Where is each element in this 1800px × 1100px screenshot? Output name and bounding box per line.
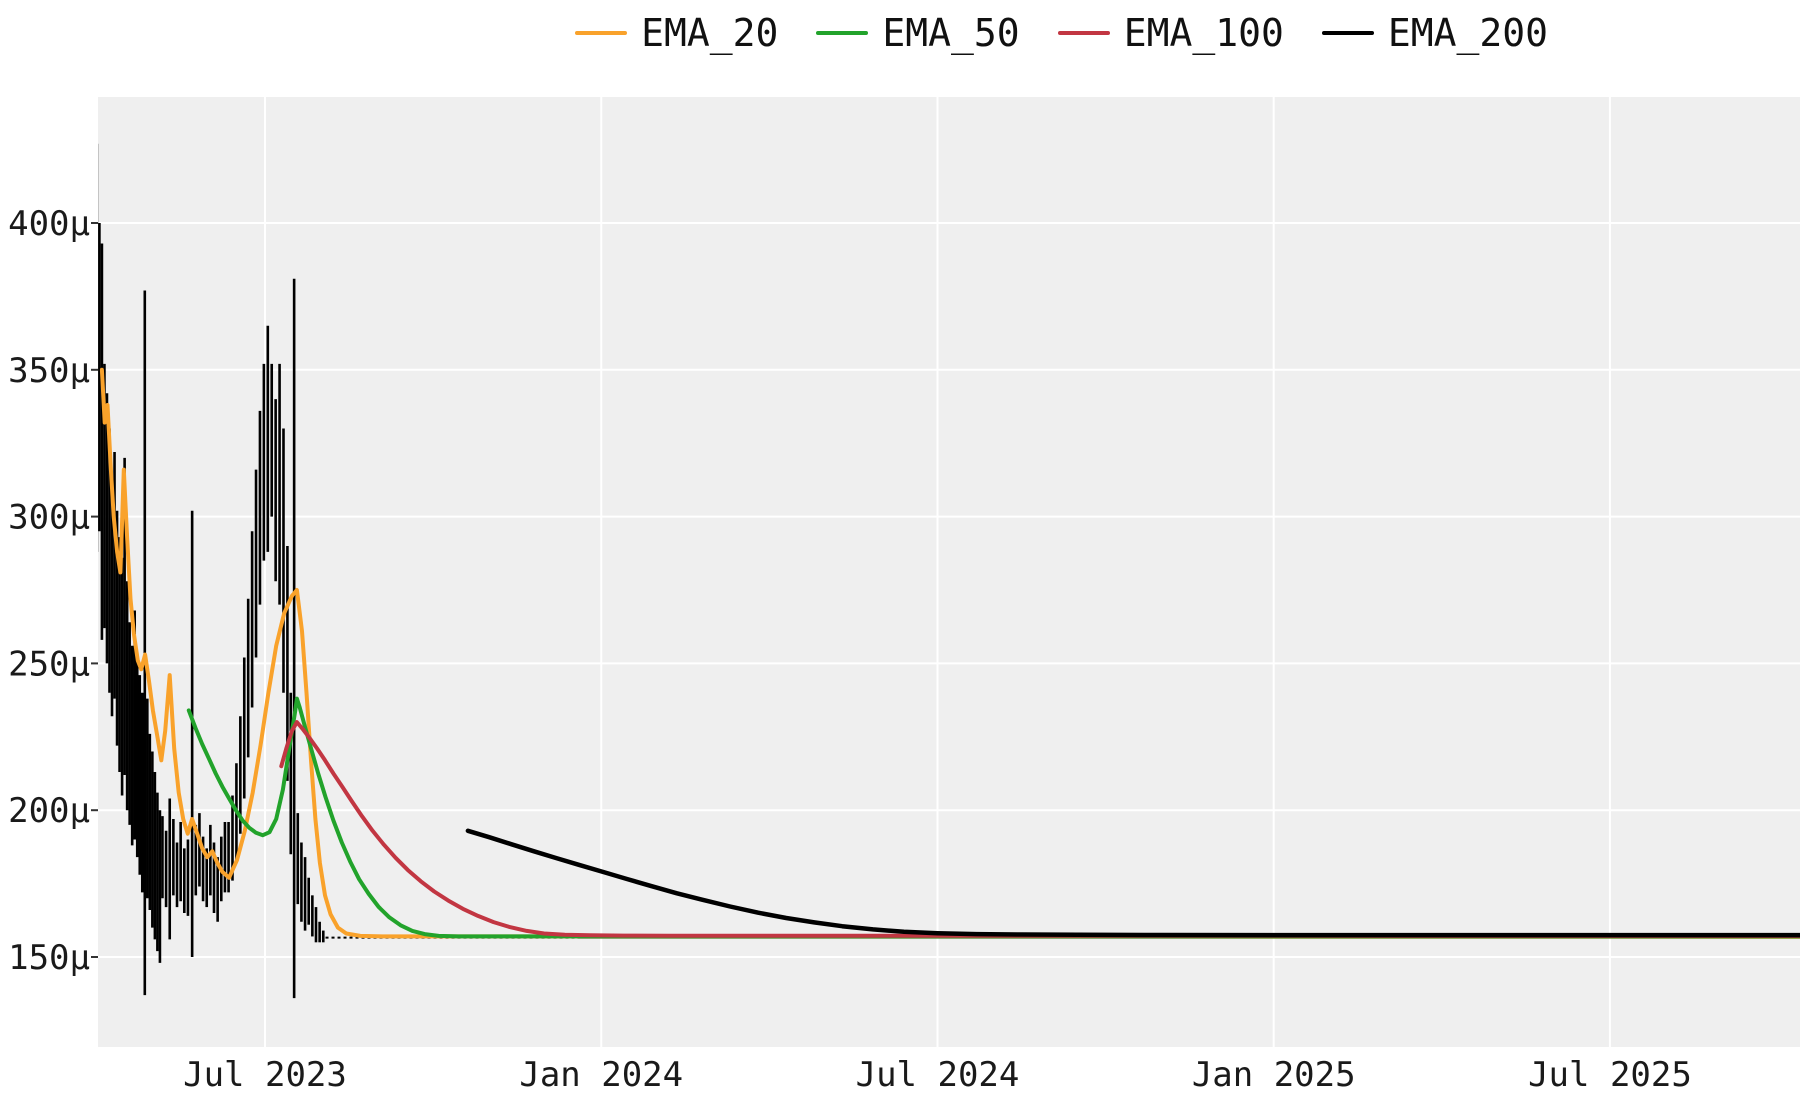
- x-tick-label: Jul 2024: [856, 1055, 1020, 1095]
- x-tick-label: Jul 2023: [183, 1055, 347, 1095]
- y-tick-label: 200µ: [8, 791, 90, 831]
- x-axis-labels: Jul 2023 Jan 2024 Jul 2024 Jan 2025 Jul 2025: [183, 1055, 1692, 1095]
- ema20-line: [99, 367, 1800, 939]
- legend-item-ema_200: EMA_200: [1321, 11, 1548, 55]
- ema50-line: [186, 696, 1800, 939]
- legend-label: EMA_50: [882, 11, 1020, 55]
- ema200-line: [465, 828, 1800, 938]
- y-tick-label: 300µ: [8, 498, 90, 538]
- legend-label: EMA_20: [641, 11, 779, 55]
- y-tick-label: 250µ: [8, 644, 90, 684]
- y-axis-labels: 400µ 350µ 300µ 250µ 200µ 150µ: [8, 204, 98, 978]
- y-tick-label: 150µ: [8, 938, 90, 978]
- legend-item-ema_50: EMA_50: [816, 11, 1020, 55]
- x-tick-label: Jan 2025: [1192, 1055, 1356, 1095]
- legend-label: EMA_200: [1387, 11, 1548, 55]
- y-tick-label: 350µ: [8, 351, 90, 391]
- legend-label: EMA_100: [1123, 11, 1284, 55]
- legend-line-swatch-icon: [1321, 31, 1374, 35]
- legend-item-ema_20: EMA_20: [575, 14, 778, 52]
- y-tick-label: 400µ: [8, 204, 90, 244]
- legend-line-swatch-icon: [816, 31, 869, 35]
- legend-line-swatch-icon: [575, 31, 628, 35]
- x-tick-label: Jul 2025: [1528, 1055, 1692, 1095]
- legend-line-swatch-icon: [1057, 31, 1110, 35]
- legend: EMA_20 EMA_50 EMA_100 EMA_200: [575, 14, 1548, 52]
- ema100-line: [279, 720, 1800, 938]
- price-bars: [98, 143, 325, 999]
- grid-lines: [98, 97, 1800, 1047]
- plot-area: [98, 97, 1800, 1047]
- legend-item-ema_100: EMA_100: [1057, 11, 1284, 55]
- x-tick-label: Jan 2024: [519, 1055, 683, 1095]
